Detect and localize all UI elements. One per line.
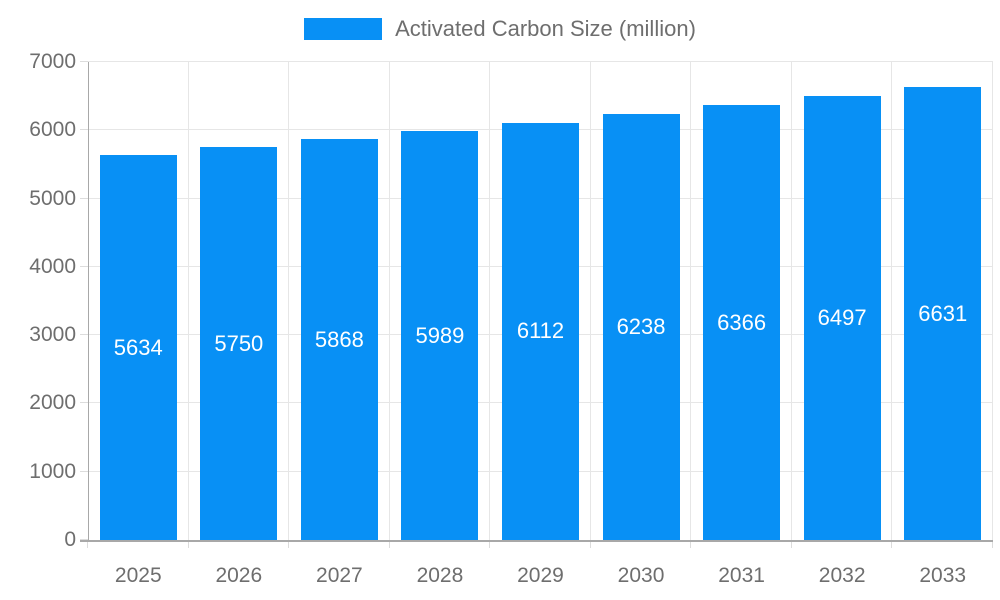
legend-item[interactable]: Activated Carbon Size (million)	[304, 16, 696, 42]
bar-value-label: 5868	[314, 326, 364, 352]
x-tick	[187, 540, 189, 548]
x-tick-label: 2031	[718, 564, 765, 587]
gridline-horizontal	[88, 61, 993, 62]
y-tick-label: 3000	[29, 323, 76, 347]
bar-2029[interactable]: 6112	[502, 122, 579, 540]
gridline-vertical	[187, 62, 189, 540]
y-tick	[80, 197, 88, 199]
bar-2025[interactable]: 5634	[99, 155, 177, 540]
bar-2030[interactable]: 6238	[602, 114, 680, 540]
gridline-vertical	[489, 62, 491, 540]
y-tick	[80, 61, 88, 62]
x-tick-label: 2029	[517, 564, 564, 587]
bar-2026[interactable]: 5750	[200, 147, 278, 540]
bar-2032[interactable]: 6497	[803, 96, 881, 540]
x-tick-label: 2032	[818, 564, 866, 587]
x-tick	[891, 540, 893, 548]
y-tick	[80, 129, 88, 131]
y-tick-label: 1000	[29, 459, 76, 483]
x-tick	[288, 540, 290, 548]
y-tick	[80, 402, 88, 404]
x-tick-label: 2033	[919, 564, 967, 587]
x-tick	[992, 540, 993, 548]
y-axis-line	[88, 62, 89, 540]
bar-value-label: 5634	[113, 334, 163, 360]
bar-value-label: 6112	[516, 318, 565, 344]
gridline-vertical	[992, 62, 993, 540]
bar-value-label: 6366	[717, 309, 767, 335]
gridline-vertical	[790, 62, 792, 540]
x-tick-label: 2028	[416, 564, 464, 587]
bar-2031[interactable]: 6366	[703, 105, 781, 540]
gridline-vertical	[288, 62, 290, 540]
y-tick	[80, 470, 88, 472]
gridline-vertical	[891, 62, 893, 540]
gridline-vertical	[589, 62, 591, 540]
bar-2028[interactable]: 5989	[401, 131, 479, 540]
bar-value-label: 5750	[214, 330, 264, 356]
legend: Activated Carbon Size (million)	[0, 16, 1000, 42]
bar-2033[interactable]: 6631	[904, 87, 982, 540]
gridline-vertical	[690, 62, 692, 540]
x-tick	[87, 540, 88, 548]
bar-value-label: 6238	[616, 314, 666, 339]
x-tick-label: 2025	[114, 564, 162, 587]
y-tick-label: 0	[64, 528, 76, 551]
y-tick-label: 5000	[29, 186, 76, 210]
x-tick	[589, 540, 591, 548]
y-tick	[80, 539, 88, 540]
legend-label: Activated Carbon Size (million)	[395, 16, 696, 41]
y-tick	[80, 334, 88, 336]
x-axis-line	[80, 540, 993, 542]
x-tick	[790, 540, 792, 548]
x-tick-label: 2026	[215, 564, 263, 587]
x-tick	[690, 540, 692, 548]
legend-color-swatch	[304, 18, 383, 40]
bar-value-label: 6497	[817, 305, 867, 331]
x-tick	[489, 540, 491, 548]
x-tick	[388, 540, 390, 548]
bar-2027[interactable]: 5868	[300, 139, 378, 540]
y-tick-label: 6000	[29, 118, 76, 142]
y-tick-label: 7000	[29, 50, 76, 73]
y-tick	[80, 265, 88, 267]
x-tick-label: 2027	[316, 564, 363, 587]
bar-value-label: 6631	[918, 300, 968, 326]
x-tick-label: 2030	[617, 564, 665, 587]
y-tick-label: 2000	[29, 391, 76, 415]
bar-value-label: 5989	[415, 322, 465, 348]
gridline-vertical	[388, 62, 390, 540]
y-tick-label: 4000	[29, 254, 76, 278]
